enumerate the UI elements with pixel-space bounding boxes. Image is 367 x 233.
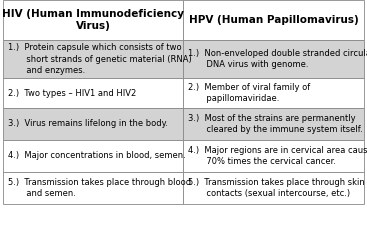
- Bar: [183, 0, 364, 40]
- Bar: [3, 140, 183, 172]
- Bar: [3, 108, 183, 140]
- Text: 5.)  Transmission takes place through blood
       and semen.: 5.) Transmission takes place through blo…: [8, 178, 191, 198]
- Text: 5.)  Transmission takes place through skin
       contacts (sexual intercourse, : 5.) Transmission takes place through ski…: [188, 178, 365, 198]
- Text: 4.)  Major regions are in cervical area causing
       70% times the cervical ca: 4.) Major regions are in cervical area c…: [188, 146, 367, 166]
- Bar: [3, 40, 183, 78]
- Text: HIV (Human Immunodeficiency
Virus): HIV (Human Immunodeficiency Virus): [2, 9, 184, 31]
- Text: 2.)  Two types – HIV1 and HIV2: 2.) Two types – HIV1 and HIV2: [8, 89, 136, 97]
- Text: 2.)  Member of viral family of
       papillomaviridae.: 2.) Member of viral family of papillomav…: [188, 83, 310, 103]
- Text: 1.)  Protein capsule which consists of two
       short strands of genetic mater: 1.) Protein capsule which consists of tw…: [8, 43, 192, 75]
- Text: 4.)  Major concentrations in blood, semen.: 4.) Major concentrations in blood, semen…: [8, 151, 186, 161]
- Bar: [183, 78, 364, 108]
- Bar: [3, 0, 183, 40]
- Bar: [183, 172, 364, 204]
- Text: 3.)  Virus remains lifelong in the body.: 3.) Virus remains lifelong in the body.: [8, 120, 168, 129]
- Bar: [3, 78, 183, 108]
- Bar: [183, 108, 364, 140]
- Bar: [183, 140, 364, 172]
- Bar: [183, 40, 364, 78]
- Bar: [3, 172, 183, 204]
- Text: 3.)  Most of the strains are permanently
       cleared by the immune system its: 3.) Most of the strains are permanently …: [188, 114, 363, 134]
- Text: 1.)  Non-enveloped double stranded circular
       DNA virus with genome.: 1.) Non-enveloped double stranded circul…: [188, 49, 367, 69]
- Text: HPV (Human Papillomavirus): HPV (Human Papillomavirus): [189, 15, 358, 25]
